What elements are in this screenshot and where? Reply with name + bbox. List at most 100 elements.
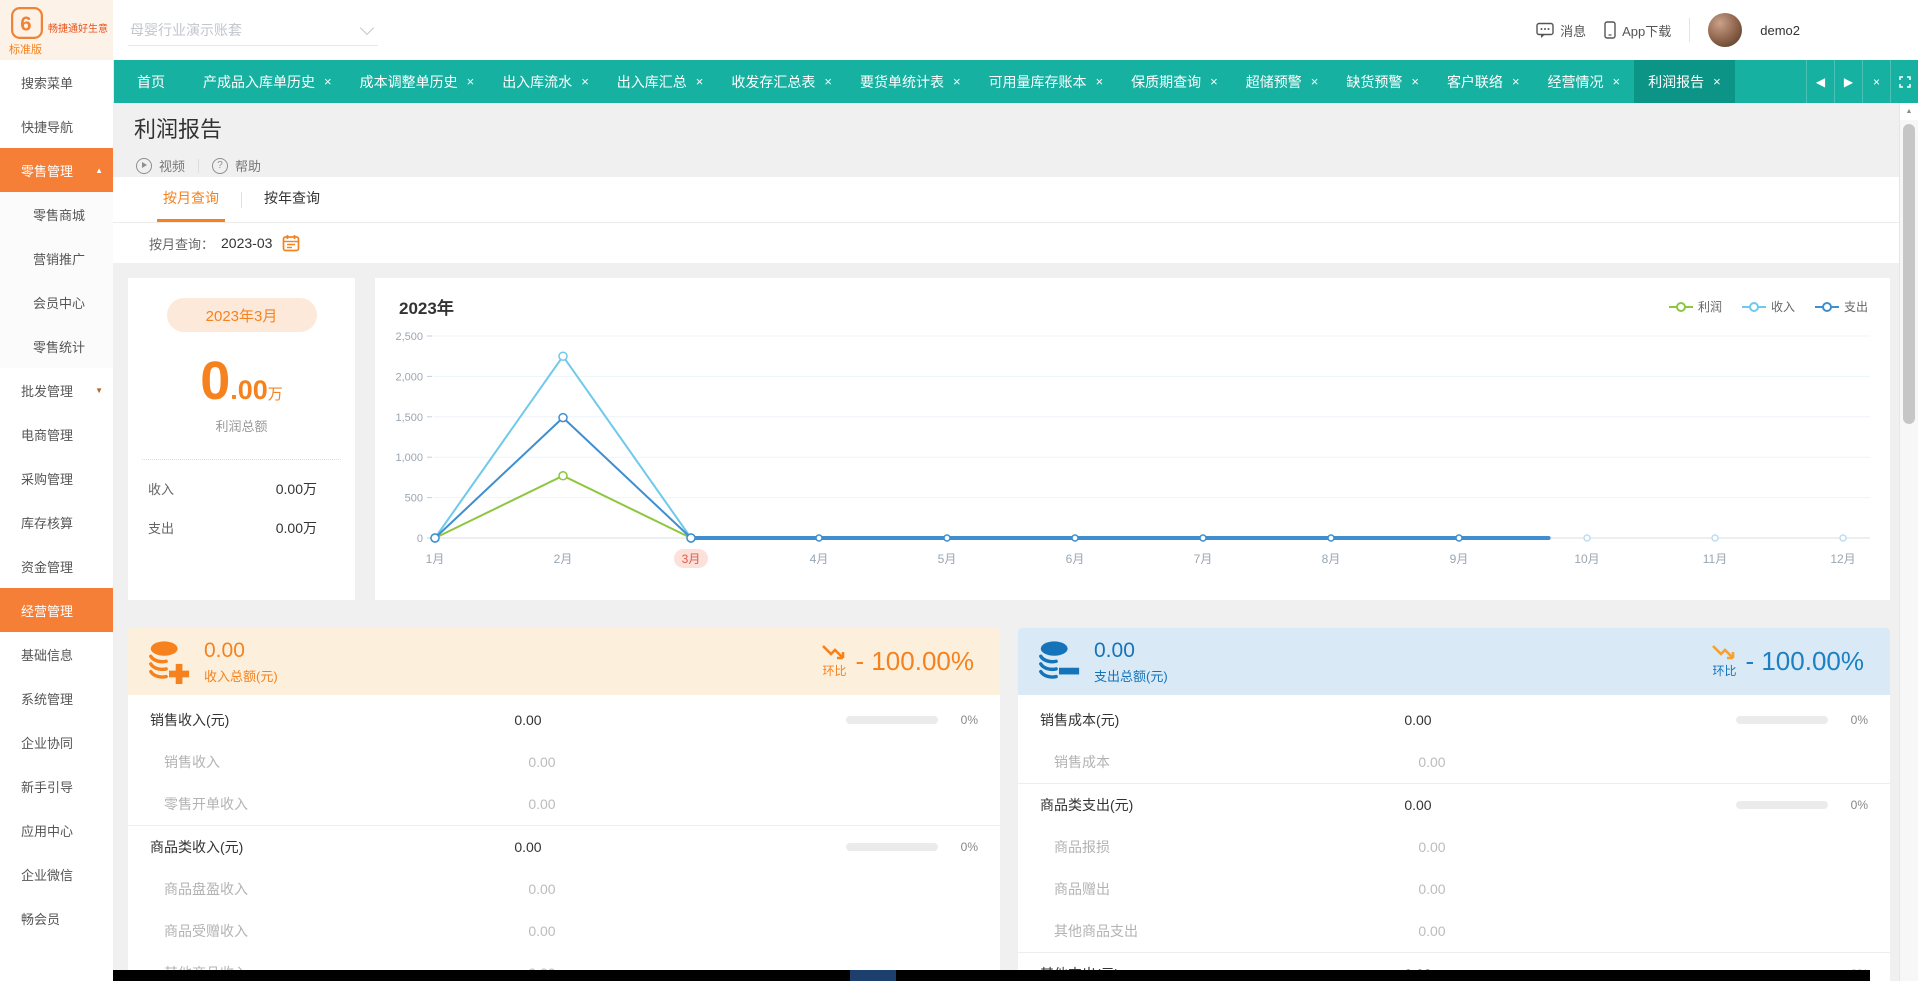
tabs-scroll-right-button[interactable]: ▶ (1834, 60, 1862, 103)
svg-text:2,000: 2,000 (395, 371, 423, 383)
tab-8[interactable]: 可用量库存账本 × (975, 60, 1118, 103)
tab-10[interactable]: 超储预警 × (1232, 60, 1333, 103)
tab-3[interactable]: 成本调整单历史 × (346, 60, 489, 103)
close-icon[interactable]: × (1612, 74, 1621, 89)
tabs-close-all-button[interactable]: × (1862, 60, 1890, 103)
sidebar-item-13[interactable]: 经营管理 (0, 588, 113, 632)
row-value: 0.00 (514, 712, 542, 728)
table-row: 销售成本 0.00 (1018, 741, 1890, 783)
tab-label: 成本调整单历史 (359, 73, 458, 90)
close-icon[interactable]: × (1210, 74, 1218, 89)
page-title: 利润报告 (134, 117, 223, 142)
query-tabs-divider (241, 191, 242, 208)
progress-bar (846, 716, 938, 724)
sidebar-item-18[interactable]: 应用中心 (0, 808, 113, 852)
date-filter-value[interactable]: 2023-03 (221, 235, 273, 251)
sidebar-item-5[interactable]: 营销推广 (0, 236, 113, 280)
app-download-button[interactable]: App下载 (1604, 21, 1671, 40)
video-link[interactable]: 视频 (159, 159, 186, 174)
sidebar-item-11[interactable]: 库存核算 (0, 500, 113, 544)
close-icon[interactable]: × (324, 74, 332, 89)
svg-text:1,000: 1,000 (395, 452, 423, 464)
close-icon[interactable]: × (1310, 74, 1319, 89)
sidebar-item-6[interactable]: 会员中心 (0, 280, 113, 324)
brand-logo[interactable]: 6 畅捷通好生意 标准版 (0, 0, 113, 60)
date-filter-label: 按月查询： (149, 236, 215, 252)
tab-5[interactable]: 出入库汇总 × (603, 60, 718, 103)
close-icon[interactable]: × (1713, 74, 1721, 89)
tab-strip: 首页 产成品入库单历史 × 成本调整单历史 × 出入库流水 × 出入库汇总 × 收发存汇总表 × 要货… (113, 60, 1806, 103)
tab-13[interactable]: 经营情况 × (1534, 60, 1635, 103)
scrollbar-thumb[interactable] (1903, 124, 1915, 424)
close-icon[interactable]: × (581, 74, 589, 89)
close-icon[interactable]: × (466, 74, 475, 89)
tab-6[interactable]: 收发存汇总表 × (717, 60, 846, 103)
legend-item-利润[interactable]: 利润 (1668, 298, 1722, 315)
sidebar-item-7[interactable]: 零售统计 (0, 324, 113, 368)
tab-9[interactable]: 保质期查询 × (1117, 60, 1232, 103)
svg-text:2,500: 2,500 (395, 331, 423, 343)
page-actions: 视频 ? 帮助 (136, 156, 261, 175)
sidebar-item-9[interactable]: 电商管理 (0, 412, 113, 456)
row-label: 商品类支出(元) (1040, 797, 1134, 813)
close-icon[interactable]: × (695, 74, 704, 89)
svg-text:12月: 12月 (1830, 552, 1855, 566)
close-icon[interactable]: × (1095, 74, 1104, 89)
tab-query-by-year[interactable]: 按年查询 (264, 190, 320, 206)
sidebar-item-label: 采购管理 (21, 471, 74, 487)
tab-7[interactable]: 要货单统计表 × (846, 60, 975, 103)
tab-label: 保质期查询 (1131, 73, 1202, 90)
sidebar-item-3[interactable]: 零售管理 ▲ (0, 148, 113, 192)
close-icon[interactable]: × (824, 74, 832, 89)
sidebar-item-label: 资金管理 (21, 559, 74, 575)
sidebar-item-12[interactable]: 资金管理 (0, 544, 113, 588)
account-selector[interactable]: 母婴行业演示账套 (128, 15, 378, 46)
svg-text:1月: 1月 (426, 552, 445, 566)
tab-label: 经营情况 (1547, 73, 1604, 90)
sidebar-item-14[interactable]: 基础信息 (0, 632, 113, 676)
sidebar-item-label: 畅会员 (21, 911, 61, 927)
tab-1[interactable]: 首页 (113, 60, 189, 103)
sidebar-item-19[interactable]: 企业微信 (0, 852, 113, 896)
sidebar-item-label: 企业微信 (21, 867, 74, 883)
income-section: 0.00 收入总额(元) 环比 - 100.00% 销售收入(元) 0.00 0% 销… (128, 628, 1000, 981)
profit-total-unit: 万 (267, 386, 283, 403)
tab-query-by-month[interactable]: 按月查询 (157, 177, 225, 222)
scrollbar-up-arrow[interactable]: ▲ (1900, 103, 1918, 120)
legend-item-收入[interactable]: 收入 (1741, 298, 1795, 315)
sidebar-item-15[interactable]: 系统管理 (0, 676, 113, 720)
tab-11[interactable]: 缺货预警 × (1332, 60, 1433, 103)
help-link[interactable]: 帮助 (235, 159, 262, 174)
tab-12[interactable]: 客户联络 × (1433, 60, 1534, 103)
messages-button[interactable]: 消息 (1536, 21, 1586, 40)
fullscreen-button[interactable] (1890, 60, 1918, 103)
tab-label: 首页 (137, 73, 165, 90)
sidebar-item-2[interactable]: 快捷导航 (0, 104, 113, 148)
tab-2[interactable]: 产成品入库单历史 × (189, 60, 346, 103)
trend-down-icon (1712, 645, 1735, 660)
vertical-scrollbar[interactable]: ▲ (1899, 103, 1918, 981)
sidebar-item-10[interactable]: 采购管理 (0, 456, 113, 500)
tab-label: 要货单统计表 (859, 73, 944, 90)
sidebar-item-8[interactable]: 批发管理 ▼ (0, 368, 113, 412)
row-value: 0.00 (1404, 712, 1432, 728)
sidebar-item-4[interactable]: 零售商城 (0, 192, 113, 236)
message-icon (1536, 22, 1554, 38)
sidebar-item-1[interactable]: 搜索菜单 (0, 60, 113, 104)
expense-table: 销售成本(元) 0.00 0% 销售成本 0.00 商品类支出(元) 0.00 0% 商品报损 0… (1018, 695, 1890, 981)
tabs-scroll-left-button[interactable]: ◀ (1806, 60, 1834, 103)
tab-4[interactable]: 出入库流水 × (488, 60, 603, 103)
sidebar-item-17[interactable]: 新手引导 (0, 764, 113, 808)
calendar-button[interactable] (282, 234, 300, 252)
username[interactable]: demo2 (1760, 22, 1800, 38)
avatar[interactable] (1708, 13, 1743, 47)
sidebar-item-16[interactable]: 企业协同 (0, 720, 113, 764)
close-icon[interactable]: × (1511, 74, 1520, 89)
tab-14[interactable]: 利润报告 × (1634, 60, 1735, 103)
close-icon[interactable]: × (1411, 74, 1419, 89)
expense-total-value: 0.00 (1094, 638, 1135, 662)
close-icon[interactable]: × (952, 74, 961, 89)
legend-item-支出[interactable]: 支出 (1814, 298, 1868, 315)
sidebar-item-20[interactable]: 畅会员 (0, 896, 113, 940)
